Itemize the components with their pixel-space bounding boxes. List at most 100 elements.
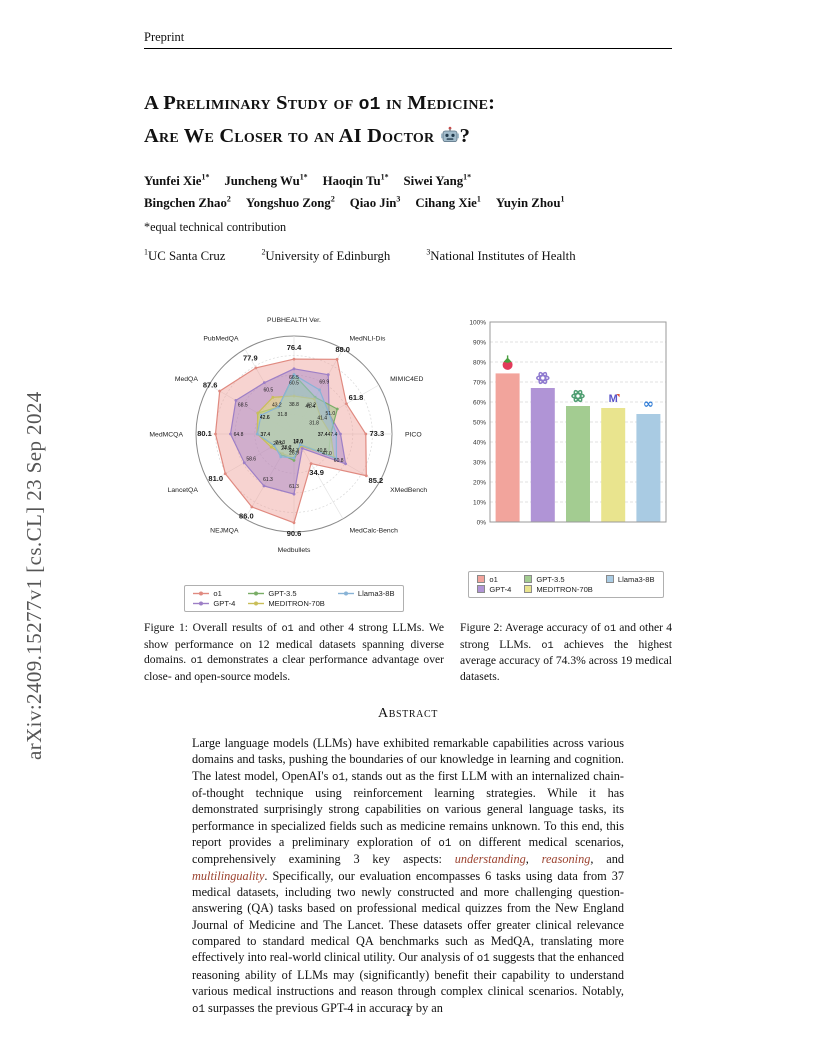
text-run: surpasses the previous GPT-4 in accuracy… — [204, 1000, 443, 1015]
radar-axis-label: LancetQA — [168, 487, 199, 494]
radar-value-label: 87.6 — [203, 381, 218, 390]
legend-label: MEDITRON-70B — [268, 598, 325, 608]
robot-emoji-icon — [440, 126, 459, 142]
radar-axis-label: PICO — [405, 431, 422, 438]
inline-code: o1 — [603, 623, 617, 635]
radar-value-label: 42.6 — [260, 415, 270, 421]
text-run: and other 4 strong LLMs. — [460, 620, 672, 651]
radar-legend-wrap: o1 GPT-3.5 Llama3-8B GPT-4 MEDITRON-70B — [144, 584, 444, 612]
legend-label: GPT-4 — [489, 584, 512, 594]
radar-value-label: 37.4 — [318, 432, 328, 438]
radar-value-label: 26.9 — [289, 450, 299, 456]
legend-line-marker — [337, 591, 354, 596]
radar-value-label: 77.9 — [243, 353, 258, 362]
title-line1-post: in Medicine: — [380, 92, 496, 114]
inline-code: o1 — [541, 640, 554, 652]
radar-value-label: 37.4 — [260, 432, 270, 438]
radar-value-label: 41.4 — [305, 404, 315, 410]
radar-axis-label: NEJMQA — [210, 528, 239, 535]
legend-label: GPT-3.5 — [536, 574, 565, 584]
inline-code: o1 — [190, 655, 203, 667]
openai-gpt35-icon — [571, 389, 585, 403]
legend-entry-GPT-3.5: GPT-3.5 — [248, 589, 325, 598]
bar-ytick-label: 80% — [473, 359, 486, 366]
radar-value-label: 40.8 — [317, 448, 327, 454]
radar-value-label: 12.6 — [293, 439, 303, 445]
bar-chart: M ∞0%10%20%30%40%50%60%70%80%90%100% — [469, 319, 667, 526]
legend-entry-MEDITRON-70B: MEDITRON-70B — [248, 599, 325, 608]
radar-value-label: 69.9 — [319, 380, 329, 386]
openai-gpt4-icon — [536, 371, 550, 385]
meditron-icon: M — [609, 393, 620, 405]
legend-entry-GPT-3.5: GPT-3.5 — [524, 575, 593, 584]
radar-axis-label: MedCalc-Bench — [350, 528, 399, 535]
legend-label: MEDITRON-70B — [536, 584, 593, 594]
bar-ytick-label: 90% — [473, 339, 486, 346]
author: Juncheng Wu1* — [224, 172, 308, 188]
legend-square-marker — [524, 575, 533, 584]
legend-line-marker — [193, 591, 210, 596]
equal-contribution-note: *equal technical contribution — [144, 219, 287, 234]
inline-code: o1 — [331, 771, 345, 784]
bar-ytick-label: 0% — [477, 519, 487, 526]
radar-value-label: 31.8 — [278, 412, 288, 418]
legend-label: o1 — [489, 574, 498, 584]
radar-axis-label: MedNLI-Dis — [350, 335, 386, 342]
text-run: achieves the highest average accuracy of… — [460, 637, 672, 683]
bar-ytick-label: 10% — [473, 499, 486, 506]
legend-entry-o1: o1 — [477, 575, 511, 584]
radar-value-label: 23.2 — [282, 445, 292, 451]
figures-row: 76.4 88.0 61.8 73.3 85.2 34.9 90.6 86.0 81.0 80.1… — [144, 288, 672, 612]
legend-entry-MEDITRON-70B: MEDITRON-70B — [524, 585, 593, 594]
bar-MEDITRON-70B — [601, 407, 626, 522]
authors-line-1: Yunfei Xie1* Juncheng Wu1* Haoqin Tu1* Siwe… — [144, 171, 672, 193]
bar-plot: M ∞ — [489, 321, 667, 523]
radar-value-label: 85.2 — [369, 476, 384, 485]
legend-entry-Llama3-8B: Llama3-8B — [337, 589, 395, 598]
preprint-label: Preprint — [144, 30, 672, 49]
author: Yongshuo Zong2 — [245, 194, 335, 210]
author: Yuyin Zhou1 — [495, 194, 565, 210]
author: Haoqin Tu1* — [322, 172, 389, 188]
bar-ytick-label: 30% — [473, 459, 486, 466]
text-run: Figure 2: Average accuracy of — [460, 620, 604, 634]
bar-Llama3-8B — [636, 413, 661, 522]
legend-square-marker — [477, 575, 486, 584]
radar-value-label: 61.8 — [349, 393, 364, 402]
legend-entry-GPT-4: GPT-4 — [193, 599, 235, 608]
radar-value-label: 42.6 — [260, 415, 270, 421]
radar-value-label: 24.3 — [275, 440, 285, 446]
bar-GPT-3.5 — [566, 405, 590, 522]
radar-value-label: 37.4 — [260, 432, 270, 438]
legend-square-marker — [524, 585, 533, 594]
radar-value-label: 26.9 — [273, 441, 283, 447]
radar-value-label: 24.3 — [289, 448, 299, 454]
author-block: Yunfei Xie1* Juncheng Wu1* Haoqin Tu1* Siwe… — [144, 171, 672, 215]
text-run: reasoning — [541, 852, 591, 867]
radar-value-label: 43.2 — [306, 402, 316, 408]
authors-line-2: Bingchen Zhao2 Yongshuo Zong2 Qiao Jin3 Cih… — [144, 193, 672, 215]
radar-axis-label: Medbullets — [278, 547, 311, 554]
legend-entry-o1: o1 — [193, 589, 235, 598]
bar-legend: o1 GPT-3.5 Llama3-8B GPT-4 MEDITRON-70B — [468, 570, 664, 598]
radar-axis-label: XMedBench — [390, 487, 427, 494]
legend-entry-Llama3-8B: Llama3-8B — [605, 575, 655, 584]
bar-GPT-4 — [530, 387, 555, 522]
author: Qiao Jin3 — [349, 194, 401, 210]
page-number: 1 — [405, 1005, 411, 1019]
legend-square-marker — [477, 585, 486, 594]
radar-value-label: 24.5 — [281, 446, 291, 452]
radar-axis-label: PUBHEALTH Ver. — [267, 317, 321, 324]
radar-chart: 76.4 88.0 61.8 73.3 85.2 34.9 90.6 86.0 81.0 80.1… — [149, 317, 427, 554]
affiliation: 1UC Santa Cruz — [144, 247, 226, 263]
author: Bingchen Zhao2 — [144, 194, 231, 210]
title-line2: Are We Closer to an AI Doctor — [144, 124, 440, 147]
strawberry-icon — [502, 355, 513, 370]
bar-ytick-label: 70% — [473, 379, 486, 386]
paper-title: A Preliminary Study of o1 in Medicine: A… — [144, 87, 672, 153]
captions-row: Figure 1: Overall results of o1 and othe… — [144, 620, 672, 684]
radar-value-label: 17.0 — [293, 439, 303, 445]
bar-o1 — [495, 373, 520, 522]
radar-value-label: 73.3 — [370, 429, 385, 438]
radar-value-label: 51.0 — [325, 411, 335, 417]
